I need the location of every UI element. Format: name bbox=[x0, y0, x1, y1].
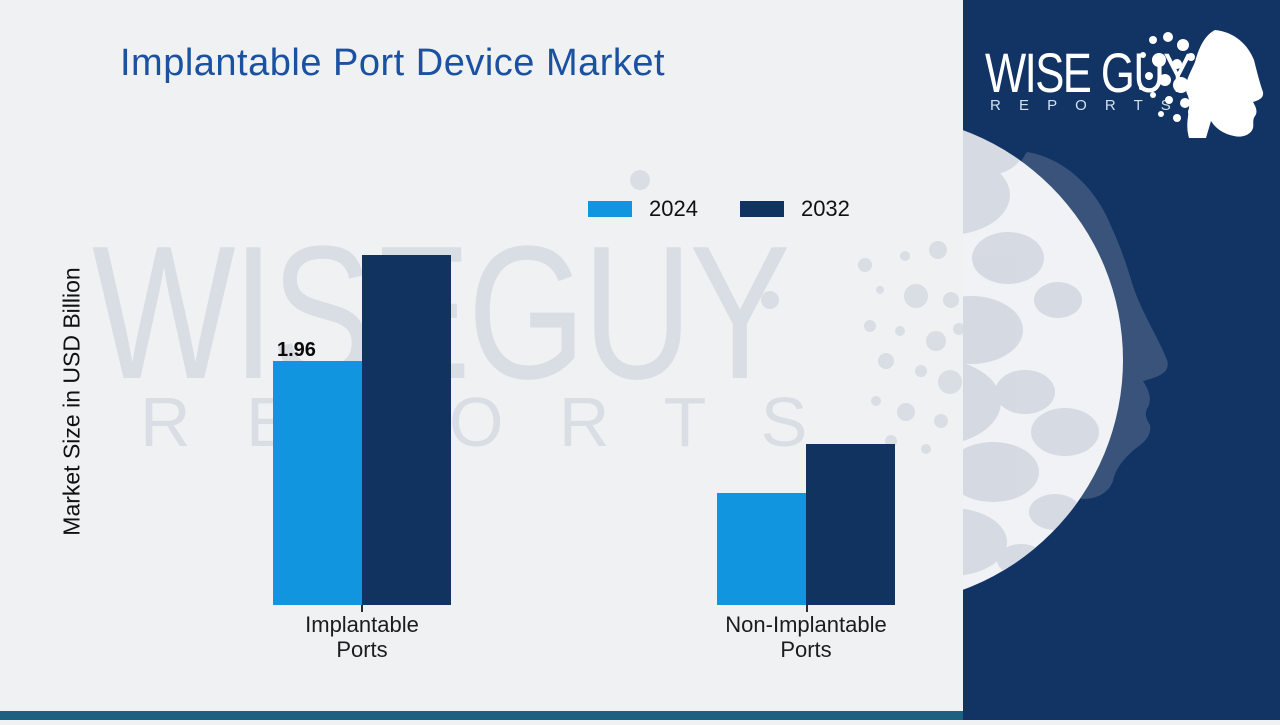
bar-chart: Implantable Port Device Market Market Si… bbox=[58, 42, 956, 662]
brand-head-icon bbox=[1139, 30, 1264, 138]
bar-2032-non-implantable-ports bbox=[806, 444, 895, 605]
x-tick-non-implantable bbox=[806, 605, 808, 612]
legend-label-2024: 2024 bbox=[649, 196, 698, 221]
footer-accent-strip bbox=[0, 711, 963, 720]
category-label-non-implantable: Non-Implantable Ports bbox=[656, 612, 956, 662]
brand-sub: R E P O R T S bbox=[990, 97, 1178, 114]
legend-swatch-2024 bbox=[588, 201, 632, 217]
category-line1: Non-Implantable bbox=[725, 612, 887, 637]
brand-panel-graphic: WISE GUY R E P O R T S bbox=[633, 0, 1280, 720]
legend-item-2024: 2024 bbox=[588, 196, 698, 222]
page-title: Implantable Port Device Market bbox=[120, 42, 666, 84]
bar-2024-non-implantable-ports bbox=[717, 493, 806, 605]
legend-item-2032: 2032 bbox=[739, 196, 850, 222]
brand-panel: WISE GUY R E P O R T S bbox=[633, 0, 1280, 720]
legend-swatch-2032 bbox=[739, 201, 784, 217]
watermark-dots bbox=[630, 170, 963, 454]
bar-2024-implantable-ports bbox=[273, 361, 362, 605]
brand-name: WISE GUY bbox=[985, 42, 1192, 104]
y-axis-label: Market Size in USD Billion bbox=[58, 267, 85, 536]
x-tick-implantable bbox=[361, 605, 363, 612]
chart-legend: 2024 2032 bbox=[588, 196, 850, 222]
category-label-implantable: Implantable Ports bbox=[212, 612, 512, 662]
watermark-reports-text: R E P O R T S bbox=[140, 383, 825, 461]
category-line2: Ports bbox=[336, 637, 388, 662]
legend-label-2032: 2032 bbox=[800, 196, 850, 221]
bar-2032-implantable-ports bbox=[362, 255, 451, 605]
bar-value-label: 1.96 bbox=[277, 339, 316, 361]
category-line1: Implantable bbox=[305, 612, 419, 637]
category-line2: Ports bbox=[780, 637, 832, 662]
